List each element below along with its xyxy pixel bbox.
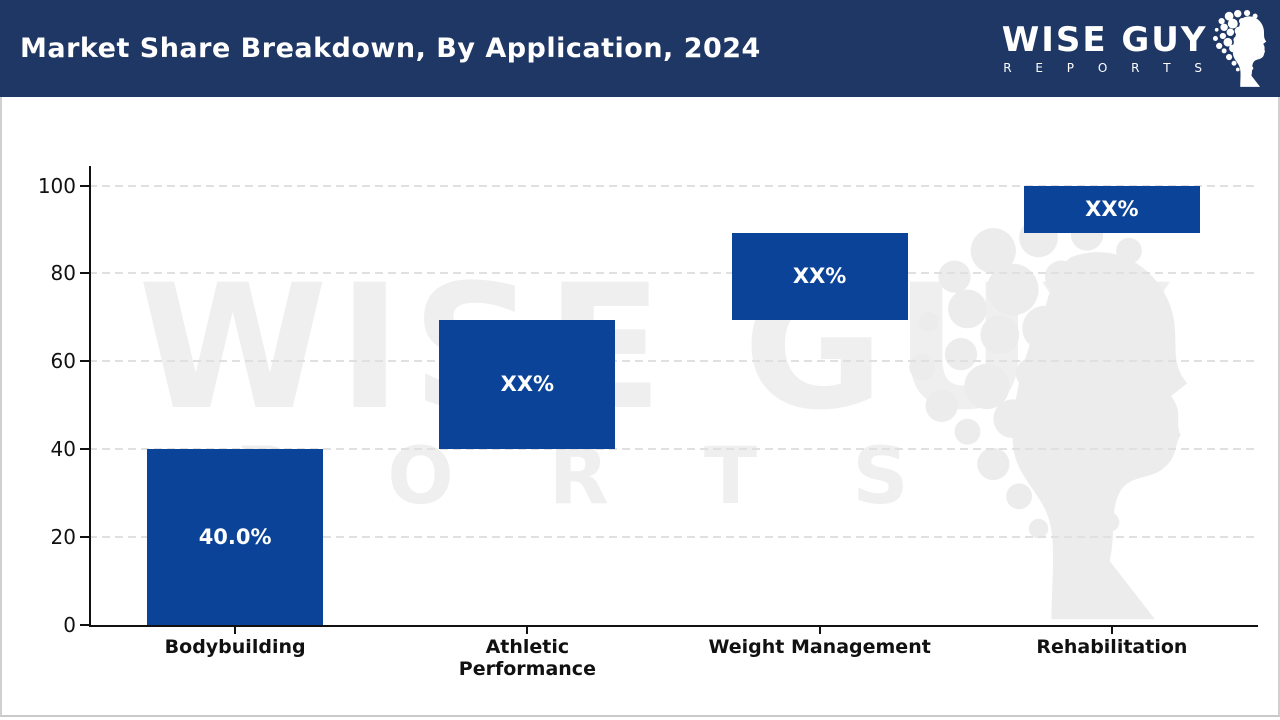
bar-segment: XX% [439, 319, 616, 450]
y-axis-tick [80, 624, 89, 626]
watermark-text-sub: P O R T S [235, 432, 943, 522]
y-axis-tick-label: 20 [50, 525, 76, 550]
y-axis-tick [80, 360, 89, 363]
bar-segment: 40.0% [147, 449, 324, 625]
category-label: Bodybuilding [164, 636, 306, 658]
bar-value-label: XX% [500, 372, 555, 397]
bar-value-label: XX% [1085, 197, 1139, 221]
grid-line [89, 272, 1258, 275]
bar-segment: XX% [731, 232, 908, 320]
category-label: Weight Management [708, 636, 931, 658]
bar-segment: XX% [1023, 185, 1200, 233]
category-label: Rehabilitation [1036, 636, 1188, 658]
y-axis-tick [80, 184, 89, 187]
y-axis-tick [80, 536, 89, 539]
wiseguy-logo: WISE GUY R E P O R T S [997, 7, 1270, 91]
y-axis-tick-label: 80 [50, 261, 76, 286]
x-axis-line [89, 625, 1258, 627]
wiseguy-logo-line1: WISE GUY [1001, 20, 1208, 60]
wiseguy-head-icon [1208, 7, 1270, 91]
grid-line [89, 536, 1258, 539]
grid-line [89, 184, 1258, 187]
y-axis-tick-label: 0 [63, 613, 76, 637]
grid-line [89, 360, 1258, 363]
wiseguy-logo-line2: R E P O R T S [1003, 61, 1212, 75]
y-axis-tick-label: 60 [50, 349, 76, 374]
x-axis-tick [1110, 625, 1113, 634]
page-title: Market Share Breakdown, By Application, … [20, 33, 761, 64]
y-axis-line [89, 166, 91, 627]
y-axis-tick-label: 40 [50, 437, 76, 462]
bar-value-label: 40.0% [198, 525, 272, 550]
grid-line [89, 448, 1258, 451]
title-banner: Market Share Breakdown, By Application, … [0, 0, 1280, 97]
category-label: Athletic Performance [458, 636, 596, 680]
bar-value-label: XX% [792, 264, 847, 289]
x-axis-tick [234, 625, 237, 634]
y-axis-tick-label: 100 [37, 173, 76, 198]
x-axis-tick [526, 625, 529, 634]
wiseguy-logo-text: WISE GUY R E P O R T S [997, 23, 1212, 74]
x-axis-tick [818, 625, 821, 634]
y-axis-tick [80, 448, 89, 451]
watermark-head-icon [880, 212, 1210, 632]
y-axis-tick [80, 272, 89, 275]
